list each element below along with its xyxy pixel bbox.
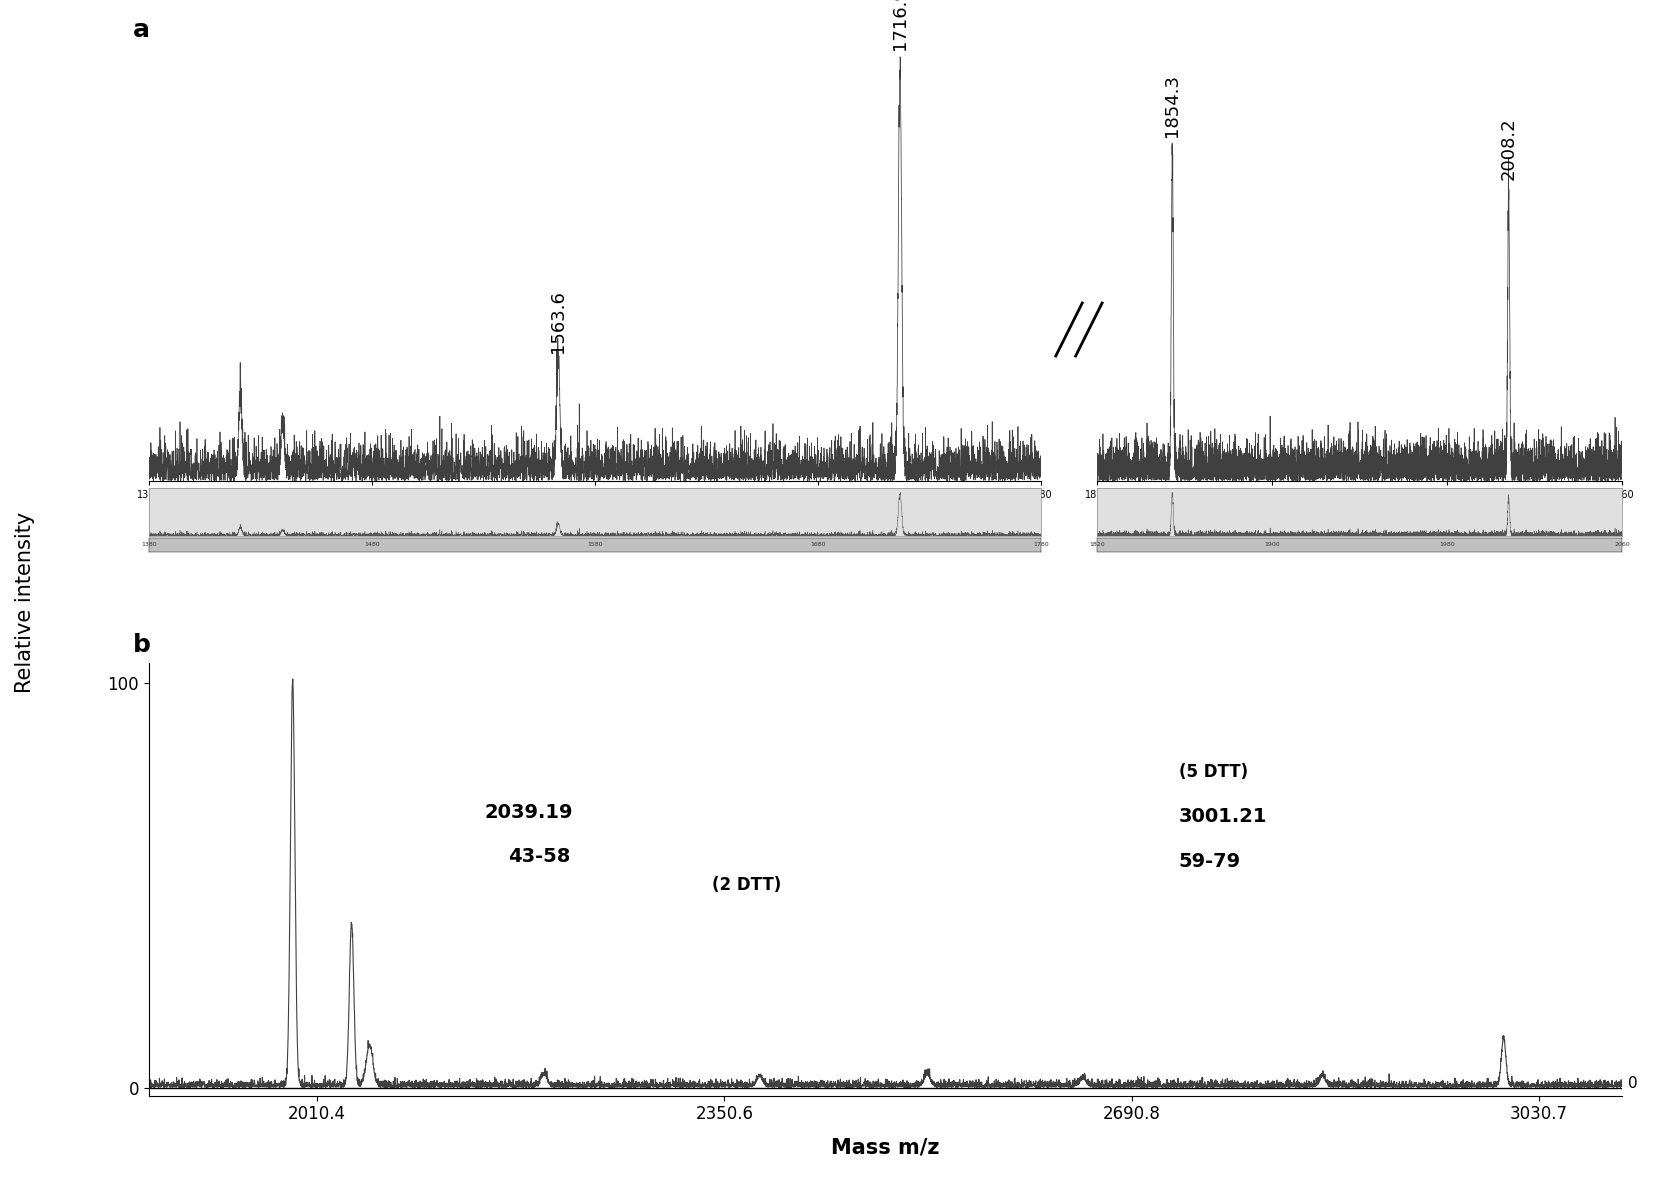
Text: Relative intensity: Relative intensity <box>15 512 35 692</box>
Text: 43-58: 43-58 <box>508 848 571 867</box>
X-axis label: Mass m/z: Mass m/z <box>831 1138 940 1157</box>
Text: 2039.19: 2039.19 <box>485 803 573 822</box>
Text: 1716.9: 1716.9 <box>890 0 909 51</box>
Text: 1580: 1580 <box>588 542 602 548</box>
Text: 1900: 1900 <box>1264 542 1279 548</box>
Text: 1980: 1980 <box>1440 542 1455 548</box>
Text: 3001.21: 3001.21 <box>1178 807 1268 826</box>
Text: 1780: 1780 <box>1033 542 1049 548</box>
Text: 0: 0 <box>1629 1076 1637 1091</box>
Text: (2 DTT): (2 DTT) <box>712 877 781 895</box>
Text: 1380: 1380 <box>141 542 157 548</box>
Text: 2008.2: 2008.2 <box>1499 118 1518 181</box>
Text: a: a <box>132 18 149 42</box>
Text: 59-79: 59-79 <box>1178 851 1241 870</box>
Text: 2060: 2060 <box>1614 542 1630 548</box>
Text: (5 DTT): (5 DTT) <box>1178 763 1248 781</box>
Text: 1680: 1680 <box>809 542 826 548</box>
Text: 1480: 1480 <box>364 542 379 548</box>
Text: 1854.3: 1854.3 <box>1163 73 1182 137</box>
Text: 1563.6: 1563.6 <box>549 290 568 353</box>
Text: b: b <box>132 633 151 656</box>
Text: 1820: 1820 <box>1089 542 1106 548</box>
